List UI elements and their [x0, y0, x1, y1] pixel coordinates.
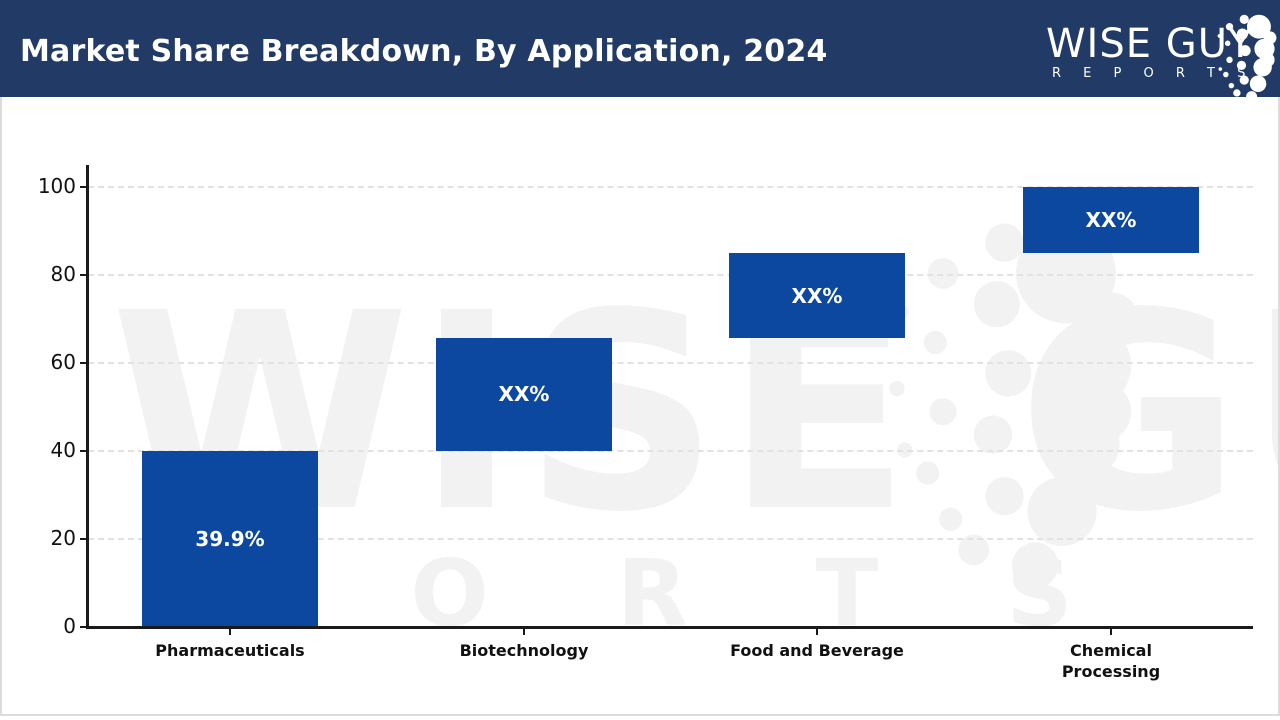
y-tick-label-0: 0	[63, 613, 76, 638]
bar-value-label: XX%	[791, 283, 843, 308]
bar-value-label: XX%	[1085, 207, 1137, 232]
gridline-60	[88, 361, 1253, 364]
y-tick-label-40: 40	[50, 437, 76, 462]
gridline-80	[88, 273, 1253, 276]
x-category-label: Food and Beverage	[730, 641, 904, 660]
y-tick-label-100: 100	[37, 174, 76, 198]
x-category-label: Chemical Processing	[1061, 641, 1161, 681]
x-tick-0	[229, 628, 231, 635]
gridline-100	[88, 186, 1253, 188]
x-category-label: Pharmaceuticals	[155, 641, 305, 660]
y-tick-40	[80, 449, 88, 452]
bar-chemical-processing: XX%	[1023, 187, 1199, 253]
bar-biotechnology: XX%	[436, 338, 612, 451]
y-tick-label-20: 20	[50, 525, 76, 550]
y-tick-60	[80, 361, 88, 364]
wise-guy-reports-logo: WISE GUY R E P O R T S	[1038, 12, 1278, 103]
x-tick-1	[523, 628, 525, 635]
page-title: Market Share Breakdown, By Application, …	[20, 34, 828, 69]
logo-wordmark: WISE GUY	[1046, 21, 1254, 67]
y-tick-20	[80, 537, 88, 540]
bar-value-label: 39.9%	[195, 526, 265, 551]
header-bar: Market Share Breakdown, By Application, …	[0, 0, 1280, 103]
dotted-face-icon	[1216, 14, 1277, 103]
gridline-40	[88, 449, 1253, 452]
y-tick-100	[80, 186, 88, 188]
x-axis-line	[86, 625, 1253, 629]
x-category-label: Biotechnology	[459, 641, 589, 660]
gridline-20	[88, 537, 1253, 540]
bar-food-and-beverage: XX%	[729, 252, 905, 339]
y-tick-label-80: 80	[50, 261, 76, 286]
y-tick-label-60: 60	[50, 349, 76, 374]
x-tick-3	[1110, 628, 1112, 635]
bar-pharmaceuticals: 39.9%	[142, 451, 318, 627]
bar-value-label: XX%	[498, 382, 550, 407]
y-tick-80	[80, 273, 88, 276]
logo-subtitle: R E P O R T S	[1052, 66, 1255, 81]
watermark-subtitle: P O R T S	[215, 540, 1121, 647]
x-tick-2	[816, 628, 818, 635]
y-tick-0	[80, 625, 88, 628]
y-axis-line	[86, 165, 89, 629]
